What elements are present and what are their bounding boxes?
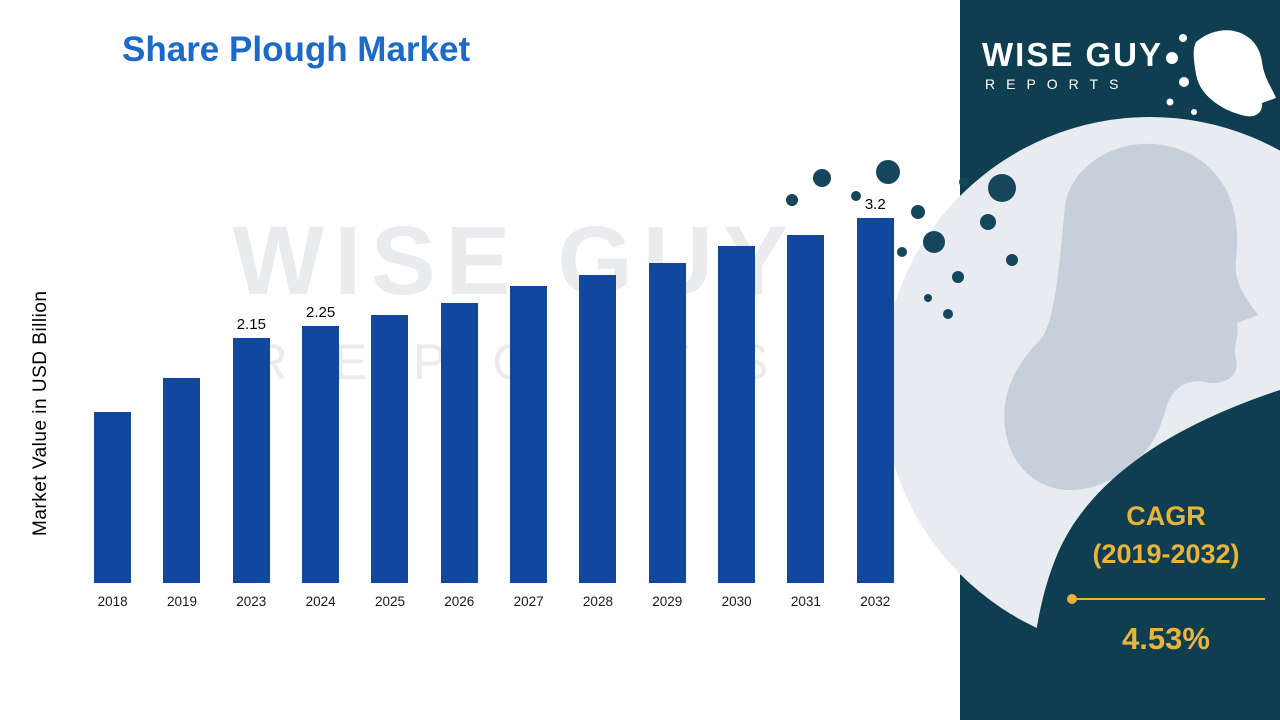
bar-column: 2027	[494, 195, 563, 609]
cagr-divider-dot-icon	[1067, 593, 1077, 604]
x-tick-label: 2025	[374, 594, 405, 609]
bar-value-label: 3.2	[864, 196, 886, 213]
x-tick-label: 2027	[513, 594, 544, 609]
x-tick-label: 2018	[97, 594, 128, 609]
bar-2031	[787, 235, 825, 583]
bar-column: 2025	[355, 195, 424, 609]
watermark-line1: WISE GUY	[232, 206, 798, 315]
bar-column: 2028	[563, 195, 632, 609]
y-axis-label: Market Value in USD Billion	[30, 290, 51, 536]
x-tick-label: 2032	[860, 594, 891, 609]
bar-2027	[510, 286, 548, 583]
bar-2025	[371, 315, 409, 583]
x-tick-label: 2023	[236, 594, 267, 609]
bar-column: 2029	[633, 195, 702, 609]
page-title: Share Plough Market	[122, 30, 471, 69]
logo-text-line1: WISE GUY	[982, 36, 1164, 73]
x-tick-label: 2031	[790, 594, 821, 609]
x-tick-label: 2026	[444, 594, 475, 609]
bar-2018	[94, 412, 132, 583]
cagr-label: CAGR	[1126, 501, 1206, 531]
bar-column: 2026	[425, 195, 494, 609]
x-tick-label: 2019	[166, 594, 197, 609]
bar-2026	[440, 303, 478, 583]
logo-text-line2: REPORTS	[985, 76, 1130, 92]
bar-plot: 2018 2019 2.15 2023 2.25 2024 2025 2026 2027 2028…	[78, 195, 910, 609]
bar-value-label: 2.25	[306, 304, 336, 321]
bar-column: 3.2 2032	[841, 195, 910, 609]
head-silhouette-icon	[1004, 143, 1258, 491]
cagr-block: CAGR (2019-2032) 4.53%	[1052, 500, 1280, 657]
bar-column: 2031	[771, 195, 840, 609]
bar-2032	[856, 218, 894, 583]
bar-2030	[718, 246, 756, 583]
bar-column: 2.25 2024	[286, 195, 355, 609]
x-tick-label: 2028	[582, 594, 613, 609]
bar-column: 2018	[78, 195, 147, 609]
x-tick-label: 2030	[721, 594, 752, 609]
bar-2028	[579, 275, 617, 583]
bar-column: 2019	[147, 195, 216, 609]
bar-2024	[302, 326, 340, 583]
bar-column: 2030	[702, 195, 771, 609]
logo: WISE GUY REPORTS	[982, 38, 1187, 92]
bar-2019	[163, 378, 201, 583]
cagr-period: (2019-2032)	[1092, 538, 1240, 569]
cagr-divider	[1067, 593, 1265, 604]
bar-column: 2.15 2023	[217, 195, 286, 609]
x-tick-label: 2029	[652, 594, 683, 609]
bar-2023	[232, 338, 270, 583]
cagr-value: 4.53%	[1122, 620, 1210, 656]
bar-value-label: 2.15	[236, 316, 266, 333]
x-tick-label: 2024	[305, 594, 336, 609]
bar-2029	[648, 263, 686, 583]
cagr-divider-line	[1077, 597, 1265, 600]
